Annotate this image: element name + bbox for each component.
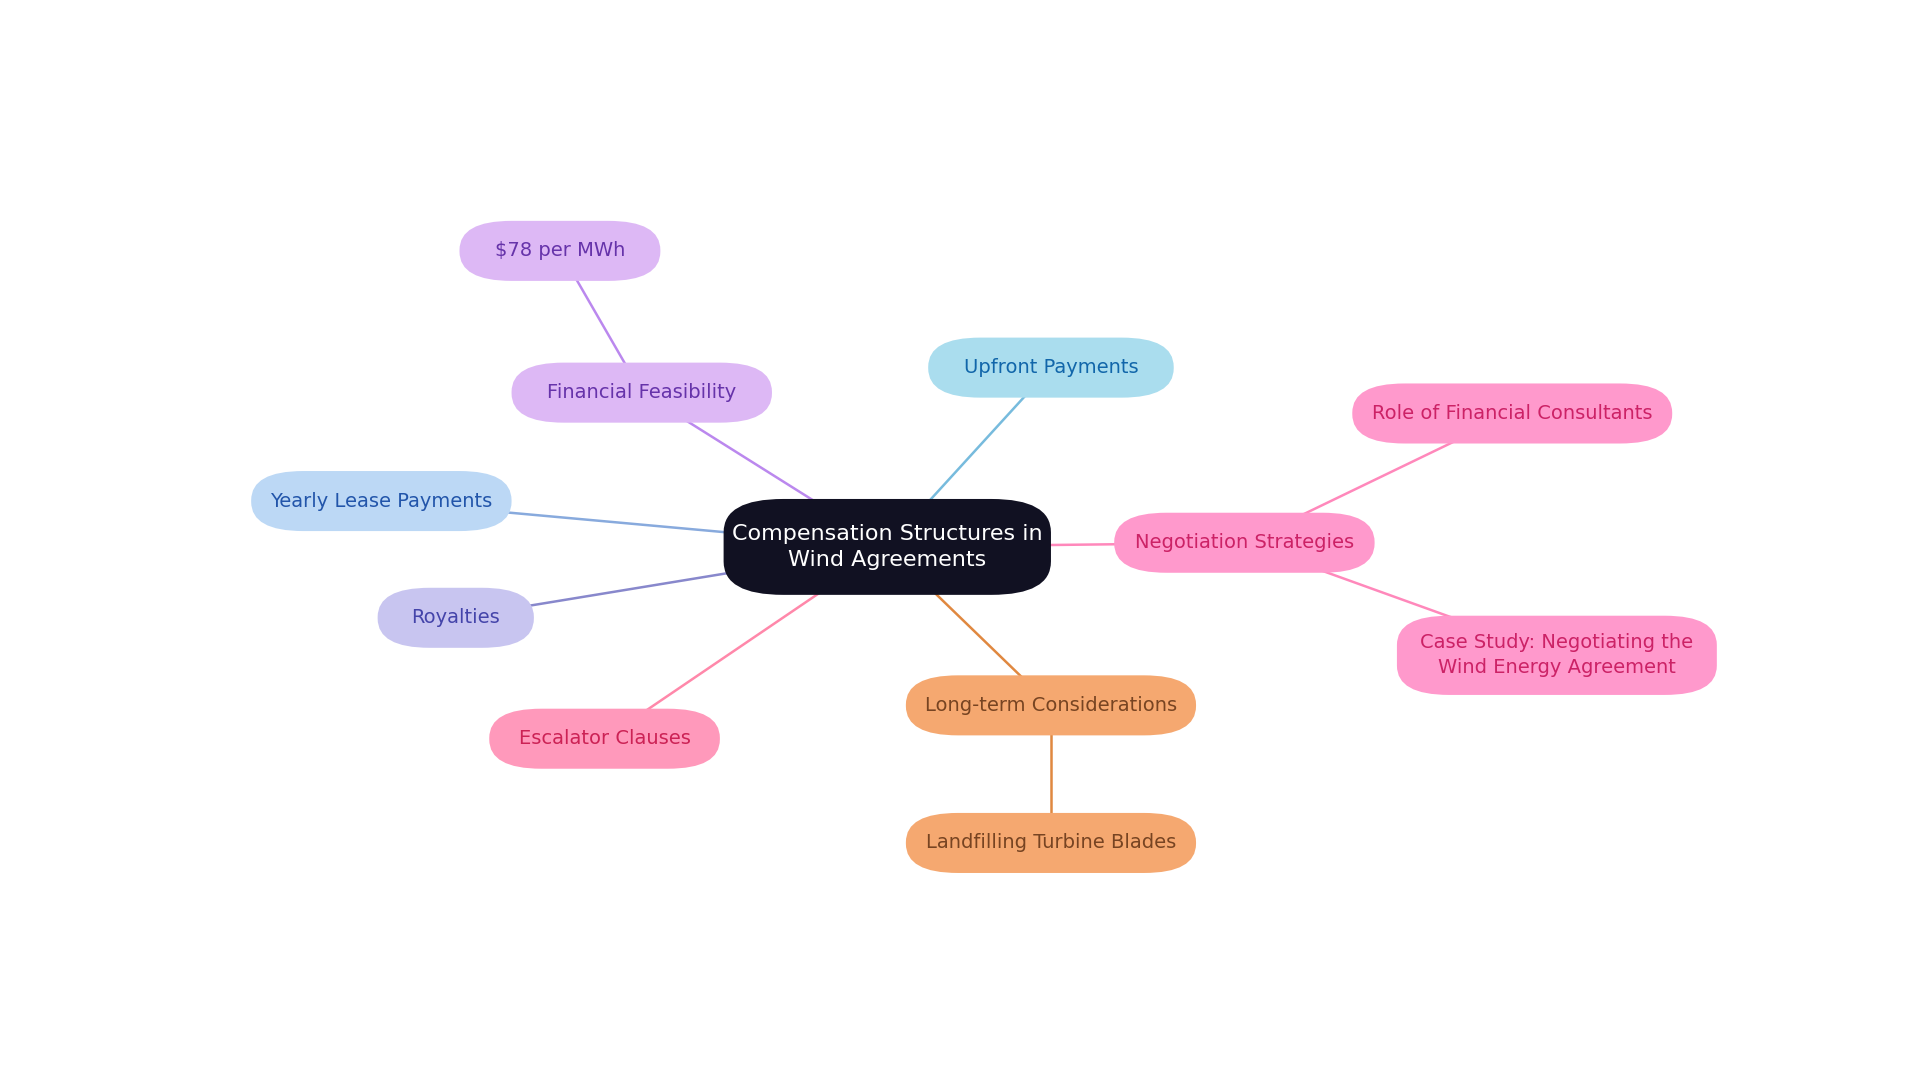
FancyBboxPatch shape — [459, 221, 660, 280]
FancyBboxPatch shape — [252, 471, 511, 531]
FancyBboxPatch shape — [927, 338, 1173, 397]
FancyBboxPatch shape — [1114, 512, 1375, 573]
Text: $78 per MWh: $78 per MWh — [495, 242, 626, 260]
Text: Upfront Payments: Upfront Payments — [964, 358, 1139, 377]
FancyBboxPatch shape — [490, 708, 720, 769]
FancyBboxPatch shape — [1352, 383, 1672, 444]
FancyBboxPatch shape — [1398, 616, 1716, 695]
FancyBboxPatch shape — [906, 676, 1196, 735]
FancyBboxPatch shape — [378, 588, 534, 648]
Text: Escalator Clauses: Escalator Clauses — [518, 729, 691, 748]
Text: Landfilling Turbine Blades: Landfilling Turbine Blades — [925, 834, 1177, 852]
Text: Yearly Lease Payments: Yearly Lease Payments — [271, 492, 493, 510]
Text: Negotiation Strategies: Negotiation Strategies — [1135, 533, 1354, 552]
FancyBboxPatch shape — [906, 813, 1196, 873]
Text: Long-term Considerations: Long-term Considerations — [925, 696, 1177, 715]
FancyBboxPatch shape — [511, 363, 772, 422]
Text: Role of Financial Consultants: Role of Financial Consultants — [1373, 404, 1653, 423]
FancyBboxPatch shape — [724, 499, 1050, 595]
Text: Royalties: Royalties — [411, 609, 499, 627]
Text: Compensation Structures in
Wind Agreements: Compensation Structures in Wind Agreemen… — [732, 524, 1043, 570]
Text: Financial Feasibility: Financial Feasibility — [547, 383, 737, 402]
Text: Case Study: Negotiating the
Wind Energy Agreement: Case Study: Negotiating the Wind Energy … — [1421, 634, 1693, 677]
